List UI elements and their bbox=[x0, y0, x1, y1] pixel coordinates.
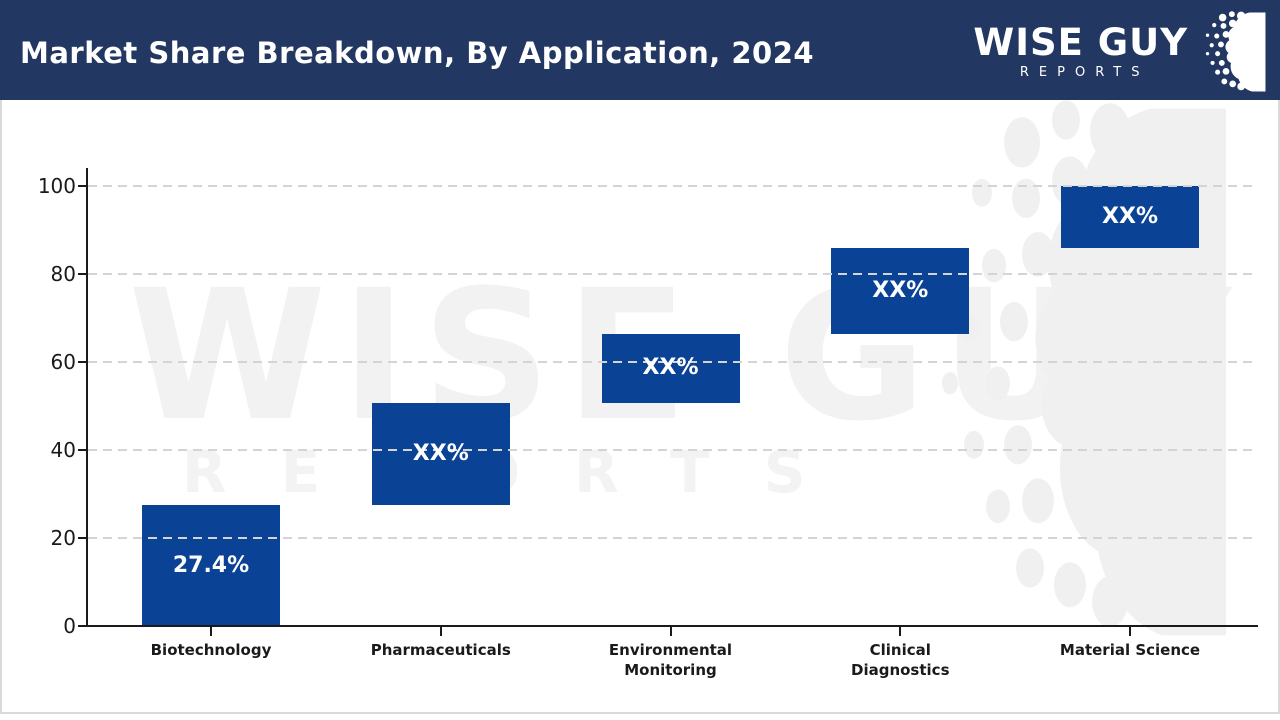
bar-value-label: 27.4% bbox=[172, 552, 250, 578]
y-tick-mark-20 bbox=[78, 537, 86, 539]
y-tick-mark-60 bbox=[78, 361, 86, 363]
y-tick-label-20: 20 bbox=[50, 526, 76, 550]
bar-value-label: XX% bbox=[642, 355, 699, 381]
x-tick-mark bbox=[669, 627, 672, 636]
y-tick-label-60: 60 bbox=[50, 350, 76, 374]
bar-biotechnology bbox=[142, 505, 280, 626]
logo-face-icon bbox=[1205, 11, 1266, 92]
bar-value-label: XX% bbox=[412, 441, 469, 467]
gridline-80 bbox=[88, 273, 1256, 275]
gridline-100 bbox=[88, 185, 1256, 187]
y-tick-mark-0 bbox=[78, 625, 86, 627]
x-category-label: Clinical Diagnostics bbox=[851, 641, 950, 679]
x-category-label: Material Science bbox=[1059, 641, 1201, 659]
y-axis-line bbox=[86, 168, 88, 627]
header-bar: Market Share Breakdown, By Application, … bbox=[0, 0, 1280, 100]
y-tick-label-80: 80 bbox=[50, 262, 76, 286]
gridline-40 bbox=[88, 449, 1256, 451]
x-category-label: Biotechnology bbox=[150, 641, 272, 659]
gridline-60 bbox=[88, 361, 1256, 363]
y-tick-label-100: 100 bbox=[37, 174, 76, 198]
x-tick-mark bbox=[899, 627, 902, 636]
x-tick-mark bbox=[210, 627, 212, 636]
logo-text: WISE GUY REPORTS bbox=[973, 21, 1188, 81]
page-title: Market Share Breakdown, By Application, … bbox=[20, 36, 815, 70]
x-category-label: Environmental Monitoring bbox=[608, 641, 733, 679]
bar-value-label: XX% bbox=[1102, 204, 1158, 230]
x-axis-line bbox=[86, 625, 1258, 627]
bar-value-label: XX% bbox=[872, 277, 929, 303]
y-tick-mark-80 bbox=[78, 273, 86, 275]
x-category-label: Pharmaceuticals bbox=[370, 641, 511, 659]
y-tick-mark-40 bbox=[78, 449, 86, 451]
wiseguy-logo: WISE GUY REPORTS bbox=[973, 10, 1268, 94]
x-tick-mark bbox=[439, 627, 442, 636]
bar-pharmaceuticals bbox=[371, 402, 510, 506]
y-tick-mark-100 bbox=[78, 185, 86, 187]
logo-wordmark: WISE GUY bbox=[973, 21, 1188, 64]
bar-environmental-monitoring bbox=[601, 333, 740, 403]
y-tick-label-0: 0 bbox=[63, 614, 76, 638]
y-tick-label-40: 40 bbox=[50, 438, 76, 462]
logo-subtitle: REPORTS bbox=[1019, 65, 1150, 80]
gridline-20 bbox=[88, 537, 1256, 539]
x-tick-mark bbox=[1129, 627, 1131, 636]
